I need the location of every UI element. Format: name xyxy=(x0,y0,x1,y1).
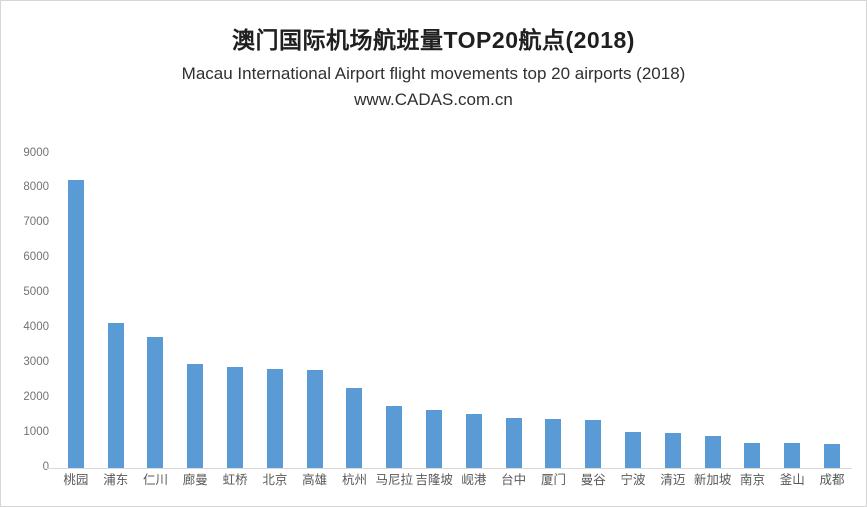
x-axis-labels: 桃园 浦东 仁川 廊曼 虹桥 北京 高雄 杭州 马尼拉 吉隆坡 岘港 台中 厦门 曼谷 宁波 清迈 新加坡 南京釜… xyxy=(56,473,852,488)
bar xyxy=(545,419,562,468)
x-tick-label: 北京 xyxy=(262,473,288,487)
y-axis: 0 1000 2000 3000 4000 5000 6000 7000 8000 9000 xyxy=(1,147,49,472)
y-tick-label: 1000 xyxy=(23,425,49,438)
y-tick-label: 0 xyxy=(42,460,49,473)
bar xyxy=(744,442,761,468)
x-tick-label: 吉隆坡 xyxy=(415,473,453,487)
x-tick-label: 清迈 xyxy=(660,473,686,487)
y-axis-zero-tick xyxy=(47,468,56,469)
bar xyxy=(704,435,721,468)
bar xyxy=(306,370,323,468)
bar xyxy=(386,405,403,468)
y-tick-label: 8000 xyxy=(23,181,49,194)
bar xyxy=(784,443,801,468)
bar-slot xyxy=(812,154,852,468)
bar-slot xyxy=(414,154,454,468)
bar xyxy=(505,418,522,468)
bar-series xyxy=(56,154,852,468)
y-tick-label: 4000 xyxy=(23,320,49,333)
chart-subtitle: Macau International Airport flight movem… xyxy=(181,64,686,83)
bar-slot xyxy=(772,154,812,468)
bar xyxy=(346,388,363,468)
bar-slot xyxy=(335,154,375,468)
y-tick-label: 7000 xyxy=(23,216,49,229)
y-tick-label: 5000 xyxy=(23,286,49,299)
x-tick-label: 高雄 xyxy=(302,473,328,487)
x-tick-label: 岘港 xyxy=(461,473,487,487)
y-tick-label: 6000 xyxy=(23,251,49,264)
bar-slot xyxy=(374,154,414,468)
x-tick-label: 台中 xyxy=(501,473,527,487)
x-tick-label: 南京 xyxy=(739,473,765,487)
x-axis-line xyxy=(56,468,852,469)
bar-slot xyxy=(215,154,255,468)
y-tick-label: 2000 xyxy=(23,390,49,403)
bar xyxy=(266,368,283,468)
bar-slot xyxy=(96,154,136,468)
bar xyxy=(625,432,642,468)
watermark-url: www.CADAS.com.cn xyxy=(354,90,513,109)
bar xyxy=(585,419,602,468)
x-tick-label: 桃园 xyxy=(63,473,89,487)
bar-slot xyxy=(494,154,534,468)
x-tick-label: 廊曼 xyxy=(182,473,208,487)
y-tick-label: 3000 xyxy=(23,355,49,368)
bar-slot xyxy=(56,154,96,468)
bar xyxy=(147,337,164,468)
bar xyxy=(227,367,244,468)
bar xyxy=(187,364,204,468)
bar-slot xyxy=(136,154,176,468)
bar-slot xyxy=(613,154,653,468)
x-tick-label: 虹桥 xyxy=(222,473,248,487)
x-tick-label: 成都 xyxy=(819,473,845,487)
x-tick-label: 釜山 xyxy=(779,473,805,487)
bar xyxy=(824,443,841,468)
bar xyxy=(426,409,443,468)
x-tick-label: 新加坡 xyxy=(693,473,732,487)
bar-slot xyxy=(693,154,733,468)
bar xyxy=(465,413,482,468)
bar xyxy=(107,323,124,468)
bar xyxy=(664,433,681,468)
bar-slot xyxy=(295,154,335,468)
x-tick-label: 浦东 xyxy=(103,473,129,487)
plot-area xyxy=(56,154,852,468)
bar-slot xyxy=(653,154,693,468)
bar xyxy=(67,180,84,468)
bar-slot xyxy=(175,154,215,468)
chart-title: 澳门国际机场航班量TOP20航点(2018) xyxy=(232,27,635,53)
bar-slot xyxy=(534,154,574,468)
bar-slot xyxy=(454,154,494,468)
bar-slot xyxy=(255,154,295,468)
x-tick-label: 仁川 xyxy=(142,473,168,487)
x-tick-label: 宁波 xyxy=(620,473,646,487)
x-tick-label: 厦门 xyxy=(540,473,566,487)
chart-header: 澳门国际机场航班量TOP20航点(2018) Macau Internation… xyxy=(1,21,866,110)
x-tick-label: 马尼拉 xyxy=(375,473,414,487)
y-tick-label: 9000 xyxy=(23,146,49,159)
bar-slot xyxy=(733,154,773,468)
bar-slot xyxy=(573,154,613,468)
x-tick-label: 杭州 xyxy=(341,473,367,487)
x-tick-label: 曼谷 xyxy=(580,473,606,487)
